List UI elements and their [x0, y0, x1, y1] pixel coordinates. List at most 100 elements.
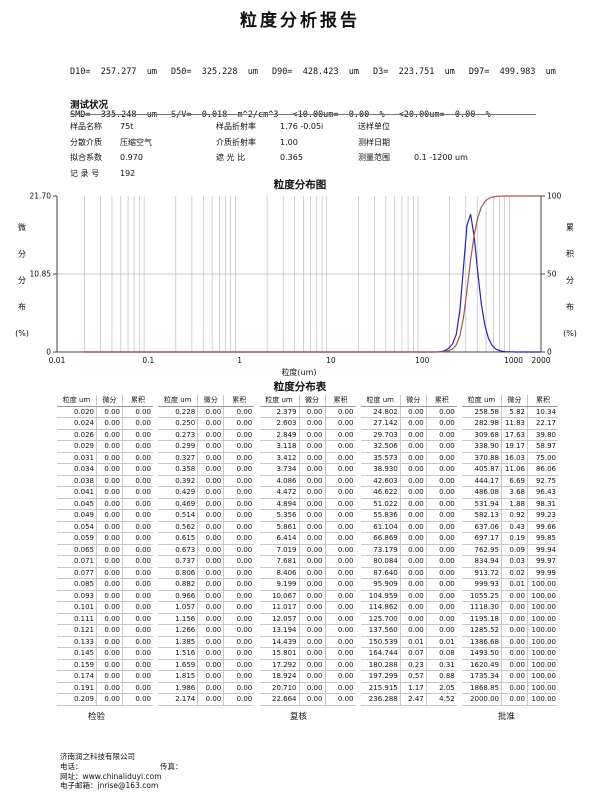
table-header-row: 粒度 um 微分 累积 — [259, 395, 356, 407]
diff-cell: 0.00 — [97, 475, 123, 486]
diff-cell: 0.00 — [198, 602, 225, 613]
size-cell: 0.059 — [57, 533, 97, 544]
size-cell: 20.710 — [260, 682, 300, 693]
table-group-3: 粒度 um 微分 累积 2.379 0.00 0.00 2.603 0.00 0.00 2.849… — [259, 395, 356, 706]
condition-label: 拟合系数 — [70, 153, 102, 162]
table-row: 4.086 0.00 0.00 — [259, 475, 356, 487]
size-cell: 0.209 — [57, 694, 97, 705]
size-cell: 80.084 — [361, 556, 401, 567]
condition-field: 分散介质 压缩空气 — [70, 135, 152, 151]
cum-cell: 22.17 — [535, 419, 556, 427]
size-cell: 0.121 — [57, 625, 97, 636]
column-header: 微分 — [97, 395, 123, 406]
table-row: 0.469 0.00 0.00 — [158, 498, 255, 510]
diff-cell: 0.00 — [198, 533, 225, 544]
size-cell: 0.034 — [57, 464, 97, 475]
y-right-axis-label: 分 — [566, 276, 574, 285]
cum-cell: 75.00 — [535, 453, 556, 462]
y-right-tick-label: 0 — [547, 348, 552, 357]
column-header: 微分 — [300, 395, 326, 406]
y-left-tick-label: 10.85 — [30, 270, 52, 279]
size-cell: 444.17 — [462, 475, 502, 486]
cum-cell: 99.85 — [535, 534, 556, 542]
table-row: 0.174 0.00 0.00 — [57, 671, 153, 683]
diff-cell: 0.00 — [97, 544, 123, 555]
size-cell: 0.469 — [158, 498, 199, 509]
diff-cell: 0.00 — [198, 429, 225, 440]
diff-cell: 0.00 — [97, 613, 123, 624]
diff-cell: 0.00 — [97, 590, 123, 601]
cum-cell: 0.00 — [135, 476, 151, 485]
cum-cell: 0.00 — [337, 637, 354, 646]
cum-cell: 4.52 — [439, 695, 455, 703]
size-cell: 104.959 — [361, 590, 401, 601]
diff-cell: 0.00 — [97, 441, 123, 452]
diff-cell: 0.00 — [401, 602, 427, 613]
diff-cell: 6.69 — [502, 475, 528, 486]
diff-cell: 0.00 — [502, 590, 528, 601]
column-header: 累积 — [333, 396, 348, 404]
diff-cell: 0.00 — [300, 418, 326, 429]
size-cell: 1.986 — [158, 682, 199, 693]
cum-cell: 0.00 — [135, 511, 151, 519]
size-cell: 2000.00 — [462, 694, 502, 705]
table-row: 0.049 0.00 0.00 — [57, 510, 153, 522]
size-cell: 0.159 — [57, 659, 97, 670]
size-cell: 0.133 — [57, 636, 97, 647]
cum-cell: 0.00 — [337, 614, 354, 623]
size-cell: 999.93 — [462, 579, 502, 590]
diff-cell: 0.00 — [502, 648, 528, 659]
size-cell: 0.029 — [57, 441, 97, 452]
cum-cell: 0.00 — [439, 476, 455, 485]
cum-cell: 0.00 — [135, 626, 151, 634]
cum-cell: 0.00 — [236, 534, 253, 542]
table-header-row: 粒度 um 微分 累积 — [158, 395, 255, 407]
diff-cell: 0.00 — [502, 602, 528, 613]
cum-cell: 0.00 — [337, 649, 354, 657]
cum-cell: 0.00 — [236, 430, 253, 439]
cum-cell: 0.00 — [337, 442, 354, 450]
diff-cell: 0.57 — [401, 671, 427, 682]
cum-cell: 0.00 — [236, 614, 253, 623]
table-row: 3.734 0.00 0.00 — [259, 464, 356, 476]
diff-cell: 0.00 — [97, 648, 123, 659]
y-left-tick-label: 21.70 — [30, 192, 52, 201]
diff-cell: 0.00 — [198, 544, 225, 555]
cum-cell: 0.00 — [337, 568, 354, 577]
size-cell: 0.882 — [158, 579, 199, 590]
condition-label: 分散介质 — [70, 137, 102, 147]
diff-cell: 0.00 — [198, 487, 225, 498]
table-row: 236.288 2.47 4.52 — [360, 694, 457, 706]
diff-cell: 0.00 — [97, 464, 123, 475]
size-cell: 0.562 — [158, 521, 199, 532]
size-cell: 125.700 — [361, 613, 401, 624]
test-conditions-heading: 测试状况 — [70, 97, 536, 115]
diff-cell: 0.00 — [300, 579, 326, 590]
diff-cell: 0.00 — [502, 682, 528, 693]
diff-cell: 0.00 — [198, 567, 225, 578]
table-row: 1.266 0.00 0.00 — [158, 625, 255, 637]
table-row: 913.72 0.02 99.99 — [462, 567, 558, 579]
size-cell: 32.506 — [361, 441, 401, 452]
diff-cell: 0.00 — [97, 418, 123, 429]
diff-cell: 0.00 — [502, 613, 528, 624]
size-cell: 1195.18 — [462, 613, 502, 624]
x-axis-label: 粒度(um) — [281, 367, 316, 377]
cum-cell: 0.00 — [236, 557, 253, 565]
size-cell: 531.94 — [462, 498, 502, 509]
phone-label: 电话： — [60, 761, 83, 771]
diff-cell: 0.00 — [97, 510, 123, 521]
table-row: 0.071 0.00 0.00 — [57, 556, 153, 568]
size-cell: 1.385 — [158, 636, 199, 647]
diff-cell: 17.63 — [502, 429, 528, 440]
size-cell: 29.703 — [361, 429, 401, 440]
cum-cell: 0.00 — [439, 580, 455, 588]
diff-cell: 0.00 — [300, 429, 326, 440]
condition-value: 1.00 — [280, 137, 298, 147]
table-row: 0.065 0.00 0.00 — [57, 544, 153, 556]
y-left-axis-label: 布 — [18, 302, 26, 312]
cum-cell: 0.00 — [337, 626, 354, 634]
size-cell: 0.191 — [57, 682, 97, 693]
table-row: 0.514 0.00 0.00 — [158, 510, 255, 522]
cum-cell: 0.00 — [337, 499, 354, 508]
